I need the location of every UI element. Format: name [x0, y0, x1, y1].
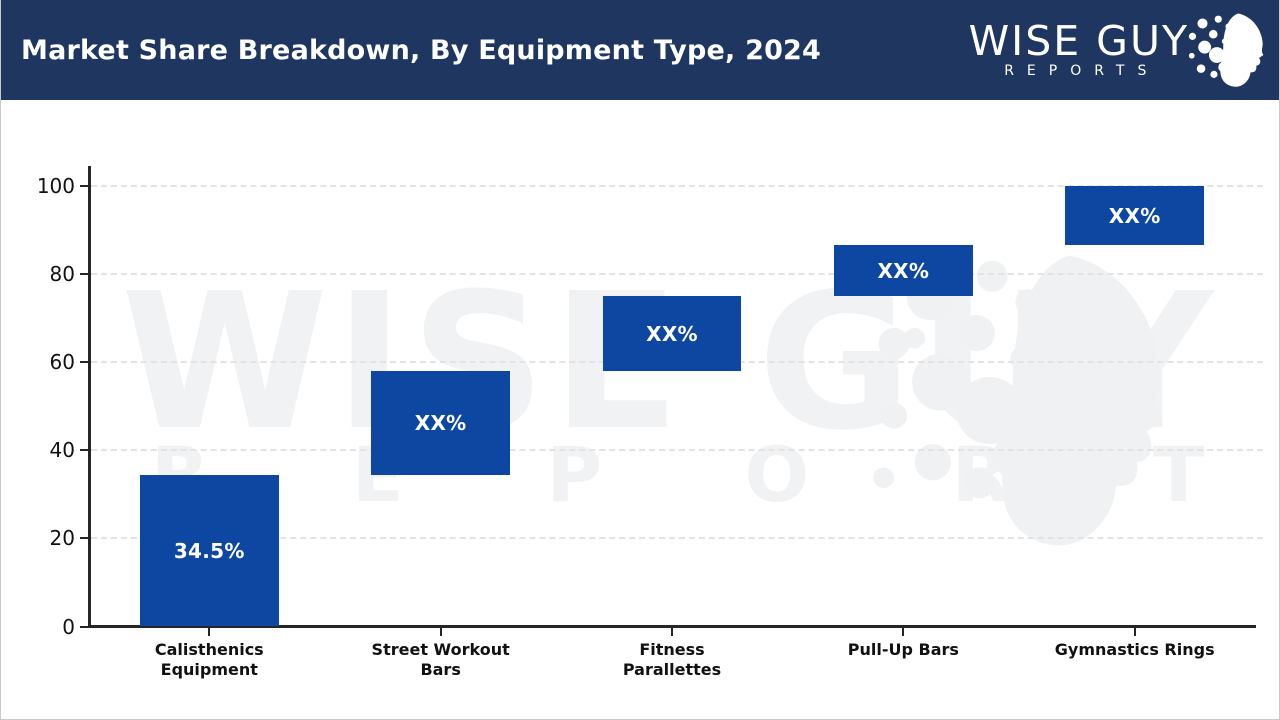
bar-value-label: XX% — [877, 258, 930, 283]
y-tick-label: 40 — [49, 438, 75, 463]
bar-calisthenics-equipment: 34.5% — [139, 474, 279, 627]
x-tick-mark — [1133, 628, 1136, 636]
bar-street-workout-bars: XX% — [371, 371, 511, 475]
watermark-head-icon — [873, 255, 1163, 546]
x-category-label: Pull-Up Bars — [847, 640, 959, 659]
bar-value-label: XX% — [1108, 203, 1161, 228]
header-bar: Market Share Breakdown, By Equipment Typ… — [1, 0, 1279, 100]
x-tick-mark — [902, 628, 905, 636]
y-tick-mark — [80, 185, 89, 187]
x-category-label: Gymnastics Rings — [1054, 640, 1215, 659]
x-category-label: Street Workout Bars — [371, 640, 510, 679]
y-tick-mark — [80, 273, 89, 276]
y-tick-mark — [80, 449, 89, 452]
bar-value-label: XX% — [414, 410, 467, 435]
bar-fitness-parallettes: XX% — [602, 296, 742, 371]
y-tick-mark — [80, 537, 89, 540]
x-category-label: Calisthenics Equipment — [154, 640, 264, 679]
bar-value-label: XX% — [646, 321, 698, 346]
gridline — [91, 273, 1263, 276]
logo-text: WISE GUY REPORTS — [969, 20, 1189, 80]
bar-pull-up-bars: XX% — [833, 245, 973, 297]
chart-title: Market Share Breakdown, By Equipment Typ… — [21, 34, 822, 66]
logo-wordmark: WISE GUY — [968, 17, 1189, 65]
bar-value-label: 34.5% — [173, 538, 245, 563]
logo-subtitle: REPORTS — [1004, 63, 1160, 79]
y-tick-label: 100 — [36, 174, 75, 198]
x-tick-mark — [208, 628, 211, 636]
y-tick-label: 20 — [49, 526, 75, 551]
wise-guy-logo: WISE GUY REPORTS — [969, 6, 1267, 94]
x-tick-mark — [671, 628, 673, 636]
gridline — [91, 185, 1263, 187]
y-tick-mark — [80, 361, 89, 364]
y-tick-label: 80 — [49, 262, 75, 287]
gridline — [91, 537, 1263, 540]
gridline — [91, 449, 1263, 452]
y-tick-label: 60 — [49, 350, 75, 375]
bar-gymnastics-rings: XX% — [1065, 186, 1205, 246]
y-tick-label: 0 — [62, 614, 75, 639]
y-tick-mark — [80, 625, 89, 628]
x-axis-line — [88, 625, 1256, 628]
logo-head-icon — [1188, 13, 1264, 87]
x-tick-mark — [439, 628, 442, 636]
x-category-label: Fitness Parallettes — [622, 640, 722, 679]
y-axis-line — [88, 166, 91, 628]
